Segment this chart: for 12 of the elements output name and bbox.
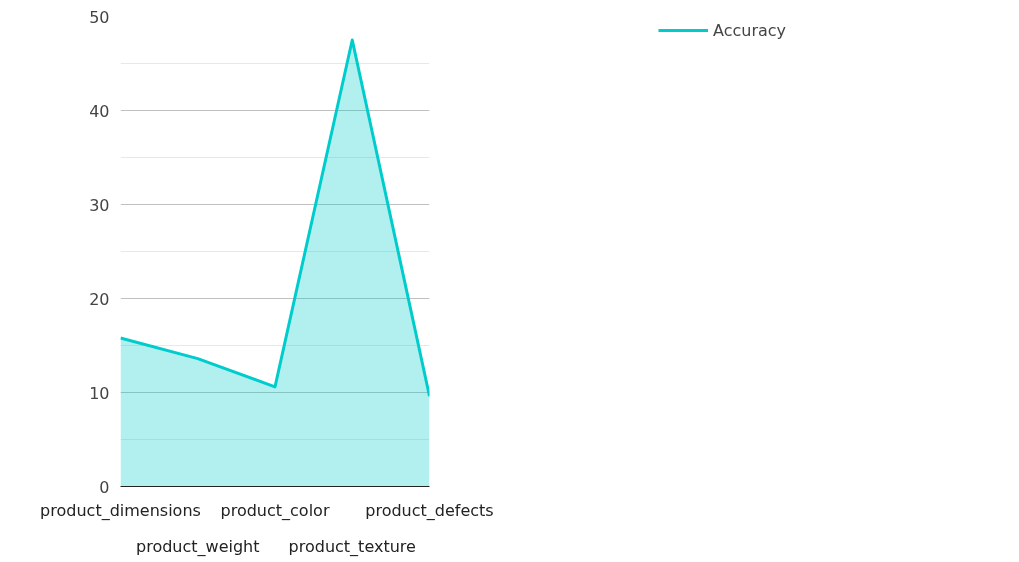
x-tick-label: product_dimensions <box>40 500 201 521</box>
legend-label: Accuracy <box>712 20 787 40</box>
x-tick-label: product_color <box>220 500 330 521</box>
y-tick-label: 20 <box>89 289 110 309</box>
x-tick-label: product_texture <box>288 536 416 557</box>
y-tick-label: 40 <box>89 101 110 121</box>
y-tick-label: 30 <box>89 195 110 215</box>
x-tick-label: product_weight <box>136 536 260 557</box>
x-tick-label: product_defects <box>365 500 494 521</box>
y-tick-label: 0 <box>99 477 110 497</box>
y-tick-label: 50 <box>89 7 110 27</box>
y-tick-label: 10 <box>89 383 110 403</box>
